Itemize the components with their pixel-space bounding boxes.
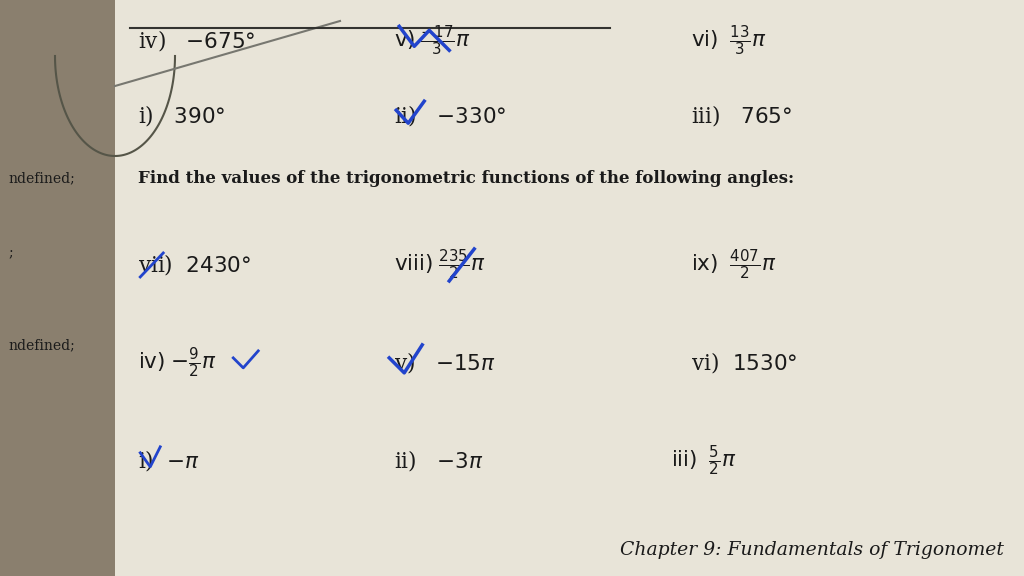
Text: i)  $-\pi$: i) $-\pi$ [138,448,201,473]
Text: i)   $390°$: i) $390°$ [138,103,225,128]
Text: $\mathrm{iii)}\;\;\frac{5}{2}\pi$: $\mathrm{iii)}\;\;\frac{5}{2}\pi$ [671,444,736,478]
Text: iv)   $-675°$: iv) $-675°$ [138,28,256,53]
Text: $\mathrm{v)}\;\frac{{-17}}{3}\pi$: $\mathrm{v)}\;\frac{{-17}}{3}\pi$ [394,23,471,58]
Bar [0,0,115,576]
Text: vi)  $1530°$: vi) $1530°$ [691,350,797,376]
Text: ndefined;: ndefined; [8,339,75,353]
Text: ndefined;: ndefined; [8,172,75,185]
Text: v)   $-15\pi$: v) $-15\pi$ [394,350,496,376]
Text: ii)   $-3\pi$: ii) $-3\pi$ [394,448,483,473]
Text: iii)   $765°$: iii) $765°$ [691,103,792,128]
Text: $\mathrm{vi)}\;\;\frac{13}{3}\pi$: $\mathrm{vi)}\;\;\frac{13}{3}\pi$ [691,23,767,58]
Text: $\mathrm{ix)}\;\;\frac{407}{2}\pi$: $\mathrm{ix)}\;\;\frac{407}{2}\pi$ [691,248,776,282]
Bar [115,0,1024,576]
Text: ii)   $-330°$: ii) $-330°$ [394,103,507,128]
Text: Find the values of the trigonometric functions of the following angles:: Find the values of the trigonometric fun… [138,170,795,187]
Text: $\mathrm{iv)}\;{-}\frac{9}{2}\pi$: $\mathrm{iv)}\;{-}\frac{9}{2}\pi$ [138,346,217,380]
Text: $\mathrm{viii)}\;\frac{235}{2}\pi$: $\mathrm{viii)}\;\frac{235}{2}\pi$ [394,248,485,282]
Text: ;: ; [8,247,12,260]
Text: vii)  $2430°$: vii) $2430°$ [138,252,252,278]
Text: Chapter 9: Fundamentals of Trigonomet: Chapter 9: Fundamentals of Trigonomet [620,541,1004,559]
